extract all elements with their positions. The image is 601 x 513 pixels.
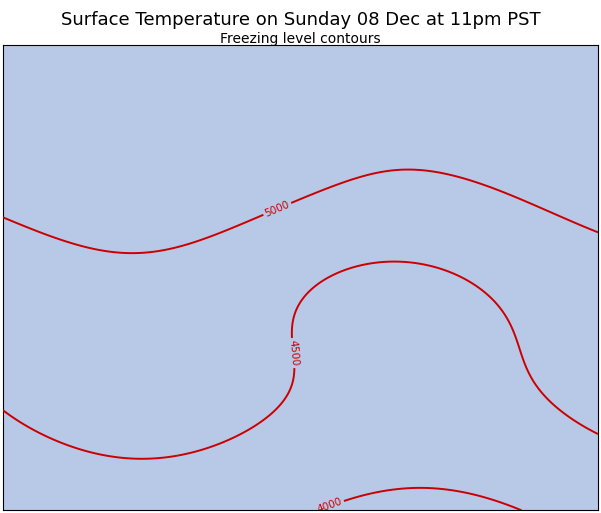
Text: Surface Temperature on Sunday 08 Dec at 11pm PST: Surface Temperature on Sunday 08 Dec at … [61,11,540,29]
Text: 5000: 5000 [263,199,291,219]
Text: Freezing level contours: Freezing level contours [220,32,381,46]
Text: 4000: 4000 [316,497,344,513]
Text: 4500: 4500 [287,340,299,366]
